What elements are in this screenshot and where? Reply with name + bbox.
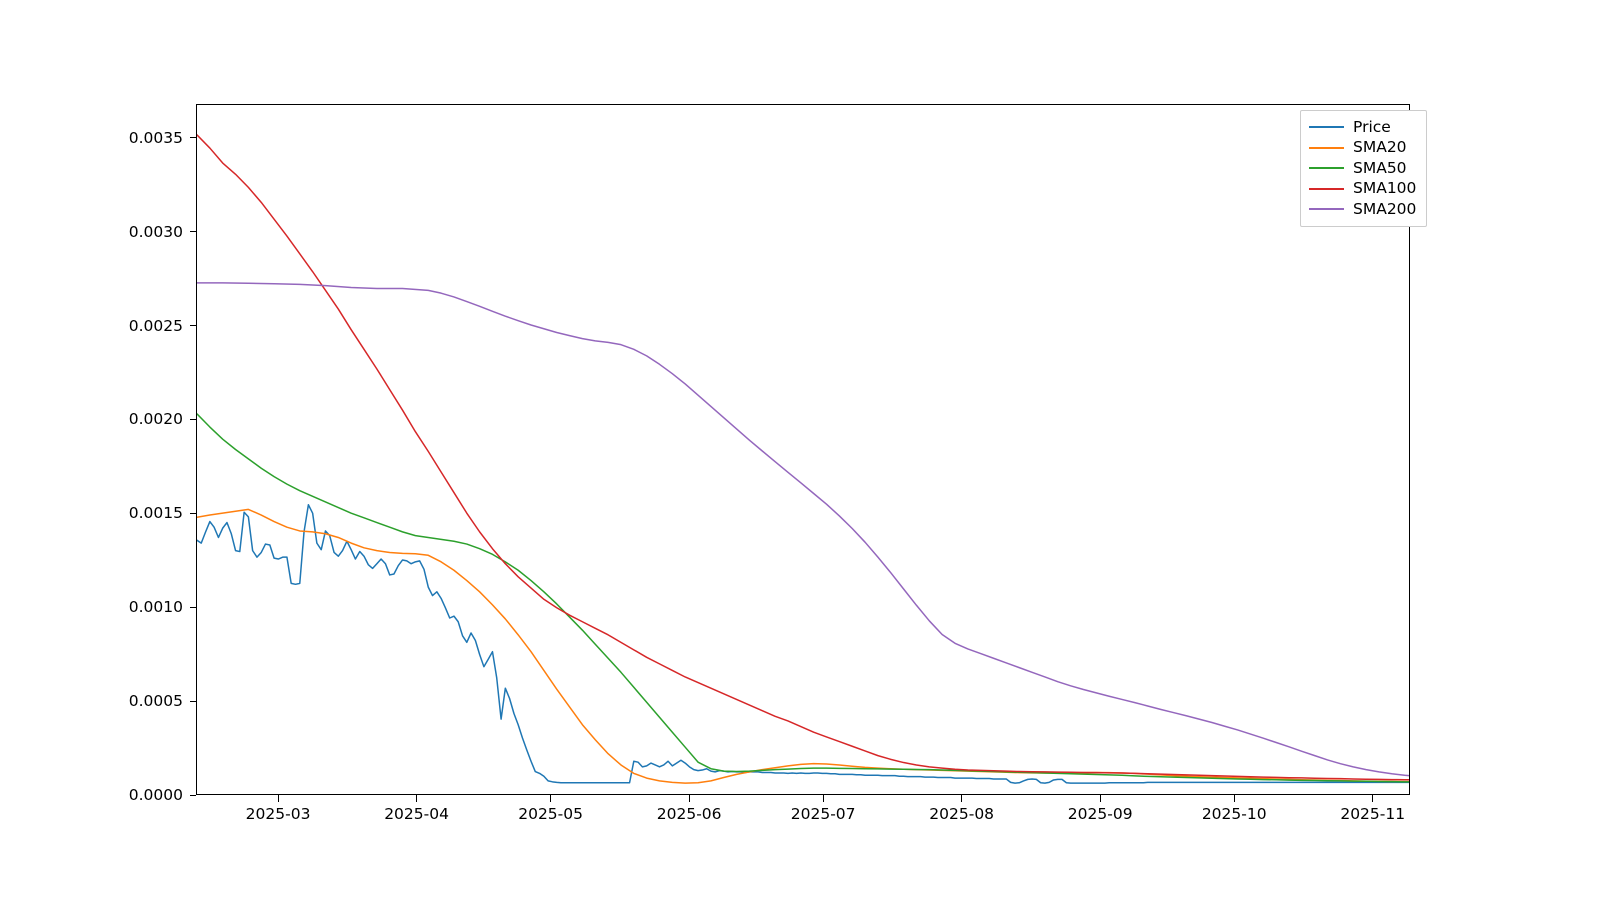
legend-item-sma200[interactable]: SMA200: [1309, 199, 1416, 220]
y-tick-label: 0.0015: [128, 504, 183, 523]
x-tick-mark: [277, 795, 279, 802]
legend-label: Price: [1353, 117, 1391, 136]
x-tick-label: 2025-06: [656, 805, 722, 823]
x-tick-label: 2025-08: [929, 805, 995, 823]
x-tick-label: 2025-10: [1201, 805, 1267, 823]
y-tick-label: 0.0020: [128, 410, 183, 429]
x-tick-label: 2025-11: [1340, 805, 1406, 823]
legend-swatch-icon: [1309, 126, 1344, 129]
series-line-sma200: [197, 282, 1409, 777]
series-line-sma100: [197, 134, 1409, 781]
legend-label: SMA50: [1353, 158, 1407, 177]
y-tick-label: 0.0005: [128, 692, 183, 711]
legend-label: SMA100: [1353, 179, 1417, 197]
legend-swatch-icon: [1309, 167, 1344, 170]
x-tick-label: 2025-09: [1067, 805, 1133, 823]
x-tick-label: 2025-04: [384, 805, 449, 823]
x-tick-mark: [1099, 795, 1101, 802]
y-tick-label: 0.0030: [128, 222, 183, 241]
x-tick-label: 2025-05: [518, 805, 583, 823]
legend-item-sma20[interactable]: SMA20: [1309, 138, 1416, 159]
y-tick-label: 0.0010: [128, 598, 183, 617]
x-tick-label: 2025-03: [245, 805, 311, 823]
legend-label: SMA200: [1353, 199, 1417, 218]
legend-swatch-icon: [1309, 208, 1344, 211]
y-tick-label: 0.0000: [128, 786, 183, 804]
x-tick-label: 2025-07: [790, 805, 856, 823]
series-line-price: [197, 503, 1409, 784]
legend-item-price[interactable]: Price: [1309, 117, 1416, 138]
legend-item-sma50[interactable]: SMA50: [1309, 158, 1416, 179]
x-tick-mark: [822, 795, 824, 802]
x-tick-mark: [1233, 795, 1235, 802]
series-line-sma50: [197, 413, 1409, 783]
x-tick-mark: [688, 795, 690, 802]
x-tick-mark: [961, 795, 963, 802]
x-tick-mark: [416, 795, 418, 802]
y-tick-label: 0.0025: [128, 316, 183, 335]
x-tick-mark: [550, 795, 552, 802]
y-tick-label: 0.0035: [128, 128, 183, 147]
legend-swatch-icon: [1309, 187, 1344, 190]
series-lines: [197, 134, 1409, 784]
legend-item-sma100[interactable]: SMA100: [1309, 179, 1416, 200]
legend-swatch-icon: [1309, 146, 1344, 149]
plot-area: [196, 104, 1410, 795]
chart-legend[interactable]: Price SMA20 SMA50 SMA100 SMA200: [1300, 110, 1428, 227]
series-line-sma20: [197, 508, 1409, 784]
legend-label: SMA20: [1353, 138, 1407, 156]
x-tick-mark: [1372, 795, 1374, 802]
